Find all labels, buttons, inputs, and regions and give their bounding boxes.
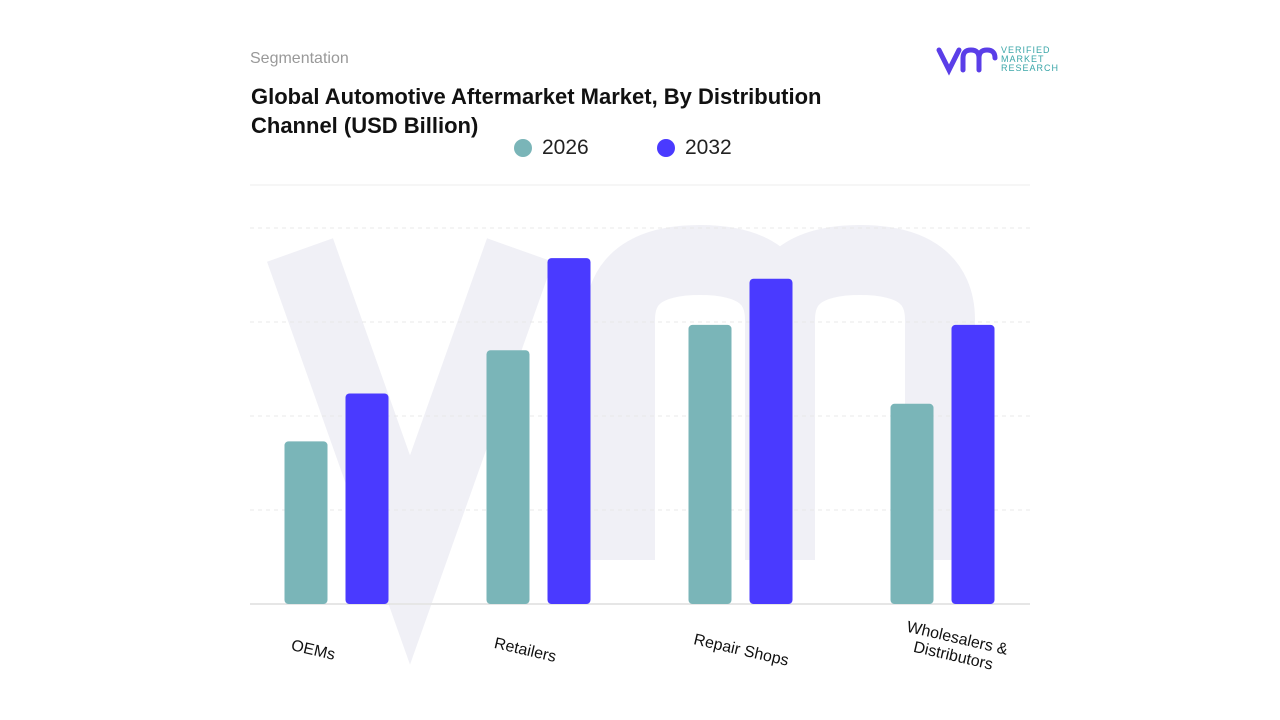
bar [547, 258, 591, 604]
logo-mark [936, 47, 998, 76]
bar [688, 324, 732, 604]
legend-label: 2032 [685, 136, 732, 159]
logo-word: VERIFIED [1001, 45, 1051, 55]
bar [345, 393, 389, 604]
legend-swatch [514, 139, 532, 157]
legend-swatch [657, 139, 675, 157]
watermark [267, 224, 975, 665]
logo-word: MARKET [1001, 54, 1045, 64]
chart-title: Global Automotive Aftermarket Market, By… [251, 84, 822, 138]
section-label: Segmentation [250, 50, 349, 67]
legend-label: 2026 [542, 136, 589, 159]
bar [486, 350, 530, 604]
bar [284, 441, 328, 604]
bar [749, 278, 793, 604]
logo-text: VERIFIED MARKET RESEARCH [1001, 46, 1059, 73]
logo-word: RESEARCH [1001, 63, 1060, 73]
bar [951, 324, 995, 604]
bar [890, 403, 934, 604]
